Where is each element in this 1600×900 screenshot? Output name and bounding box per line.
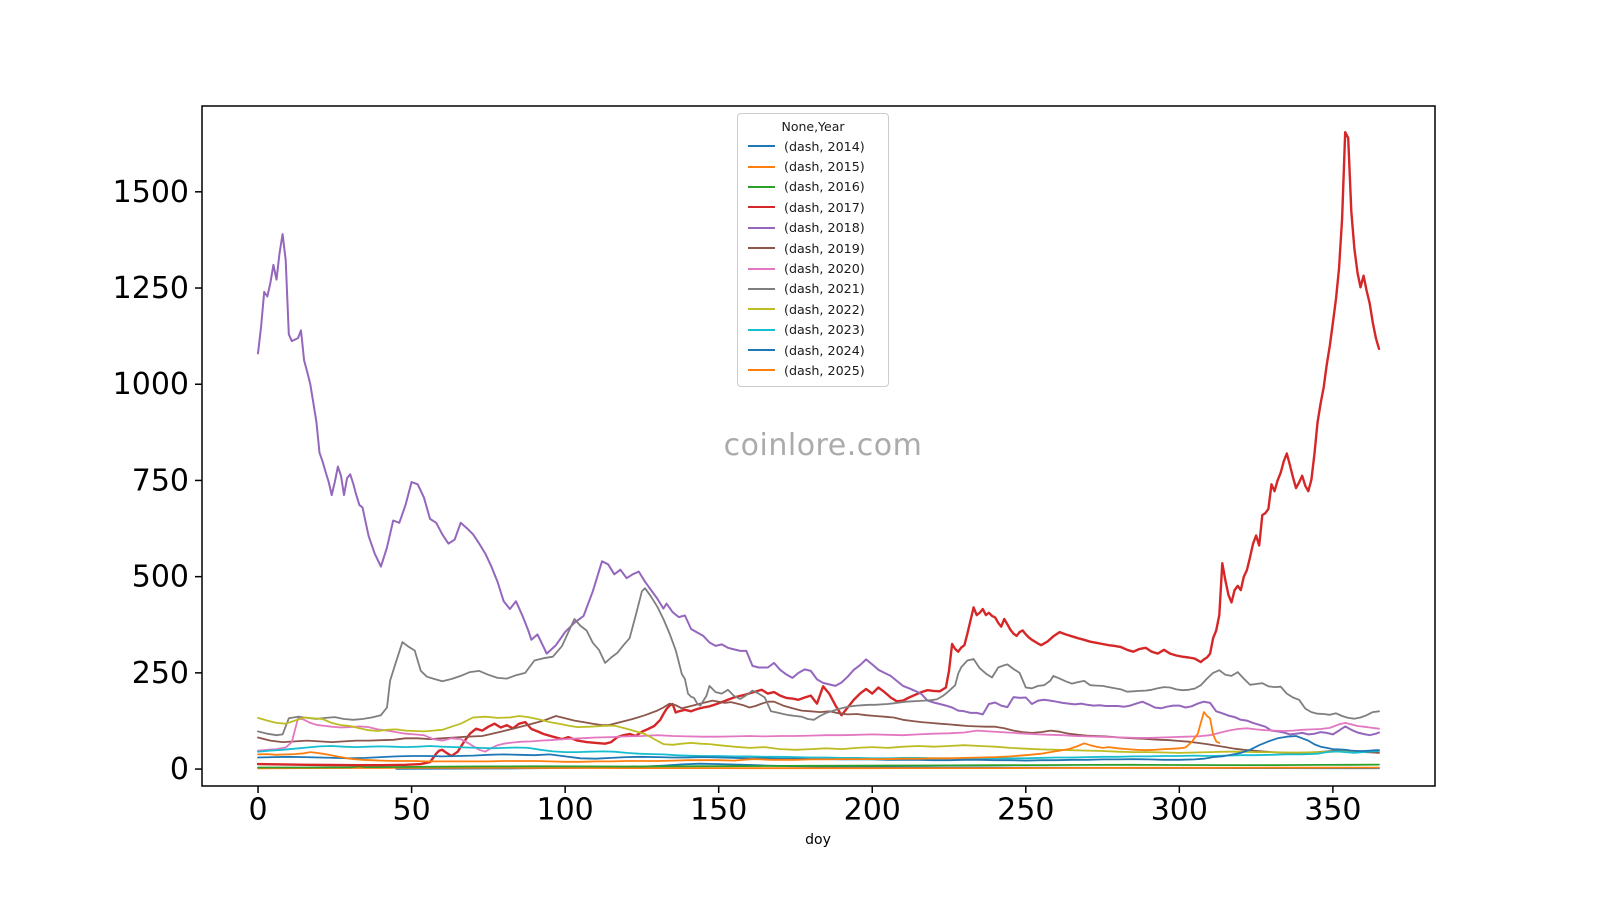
x-tick-label: 150 [690,793,747,828]
legend-entry-label: (dash, 2023) [784,322,865,338]
legend-entry-label: (dash, 2021) [784,281,865,297]
legend-entry-2024: (dash, 2024) [744,340,882,360]
y-tick-label: 500 [132,560,189,595]
y-tick-label: 1500 [113,175,189,210]
legend: None,Year (dash, 2014) (dash, 2015) (dash,… [737,113,889,387]
legend-entry-label: (dash, 2018) [784,220,865,236]
axes-layer: 0 50 100 150 200 250 300 350 0 250 500 750 1000 1250 1… [113,105,1436,828]
x-tick-label: 300 [1151,793,1208,828]
legend-entry-label: (dash, 2019) [784,240,865,256]
legend-swatch-line [748,287,775,290]
legend-entry-label: (dash, 2015) [784,159,865,175]
series-line-dash-2019 [257,699,1380,754]
legend-entry-label: (dash, 2016) [784,179,865,195]
legend-entry-2019: (dash, 2019) [744,238,882,258]
legend-swatch-line [748,145,775,148]
x-tick-label: 250 [997,793,1054,828]
watermark: coinlore.com [723,428,923,463]
series-line-dash-2016 [257,763,1380,769]
series-line-dash-2023 [257,745,1380,760]
y-tick-label: 750 [132,463,189,498]
series-line-dash-2015 [257,766,1380,770]
legend-swatch-line [748,206,775,209]
legend-swatch-line [748,185,775,188]
legend-entry-2014: (dash, 2014) [744,136,882,156]
legend-entry-2025: (dash, 2025) [744,360,882,380]
legend-rows: (dash, 2014) (dash, 2015) (dash, 2016) (das… [744,136,882,381]
legend-entry-label: (dash, 2024) [784,342,865,358]
y-tick-label: 250 [132,656,189,691]
legend-swatch-line [748,267,775,270]
x-tick-label: 0 [248,793,267,828]
legend-title: None,Year [781,119,845,134]
plot-frame [201,105,1436,787]
legend-swatch-line [748,165,775,168]
legend-entry-label: (dash, 2017) [784,199,865,215]
legend-entry-2020: (dash, 2020) [744,258,882,278]
legend-entry-2022: (dash, 2022) [744,299,882,319]
legend-entry-label: (dash, 2022) [784,301,865,317]
legend-entry-2017: (dash, 2017) [744,197,882,217]
legend-entry-2016: (dash, 2016) [744,177,882,197]
y-tick-label: 0 [170,752,189,787]
y-tick-label: 1250 [113,271,189,306]
series-line-dash-2017 [256,131,1381,767]
series-line-dash-2022 [257,715,1380,754]
x-tick-label: 50 [393,793,431,828]
x-tick-label: 350 [1304,793,1361,828]
legend-entry-2023: (dash, 2023) [744,320,882,340]
legend-swatch-line [748,328,775,331]
x-axis-label: doy [805,832,831,848]
legend-swatch-line [748,308,775,311]
legend-entry-label: (dash, 2025) [784,362,865,378]
legend-entry-2018: (dash, 2018) [744,218,882,238]
series-layer [256,131,1381,770]
legend-entry-2015: (dash, 2015) [744,156,882,176]
legend-entry-2021: (dash, 2021) [744,279,882,299]
x-tick-label: 100 [537,793,594,828]
legend-entry-label: (dash, 2014) [784,138,865,154]
legend-entry-label: (dash, 2020) [784,261,865,277]
legend-swatch-line [748,349,775,352]
series-line-dash-2021 [257,587,1380,737]
series-line-dash-2024 [257,735,1380,762]
series-line-dash-2020 [257,717,1380,753]
y-tick-label: 1000 [113,367,189,402]
legend-swatch-line [748,369,775,372]
legend-swatch-line [748,226,775,229]
legend-swatch-line [748,247,775,250]
x-tick-label: 200 [844,793,901,828]
series-line-dash-2025 [257,711,1221,763]
series-line-dash-2018 [257,233,1380,737]
